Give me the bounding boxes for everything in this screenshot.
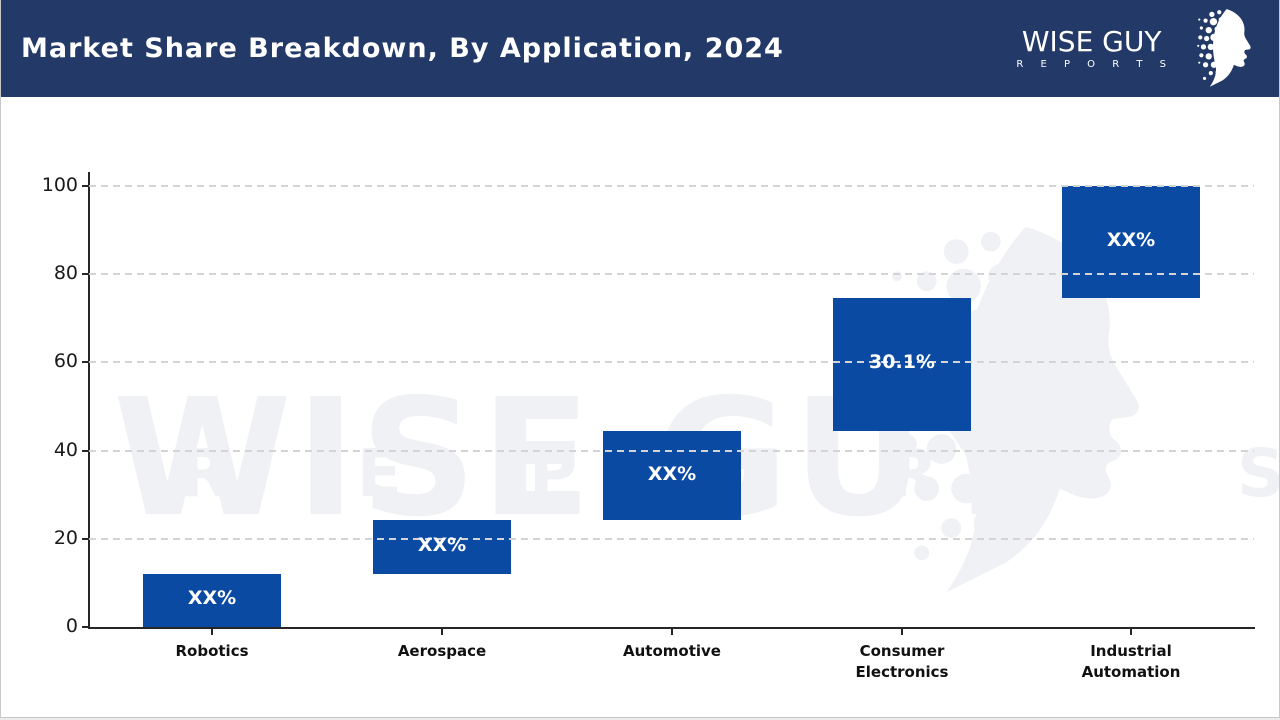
logo-text: WISE GUY R E P O R T S	[1010, 25, 1173, 70]
x-axis-tick	[901, 629, 903, 635]
y-axis-tick-label: 0	[65, 615, 78, 637]
x-category-label: Robotics	[175, 642, 249, 660]
gridline	[89, 273, 1254, 276]
wise-guy-logo: WISE GUY R E P O R T S	[1010, 7, 1279, 91]
gridline	[89, 361, 1254, 364]
y-axis-tick	[82, 185, 88, 187]
bar-value-label: XX%	[1106, 229, 1156, 251]
x-category-label: Industrial Automation	[1081, 642, 1181, 681]
y-axis-tick	[82, 537, 88, 540]
x-category-label: Automotive	[623, 642, 721, 660]
x-axis-tick	[671, 629, 673, 635]
y-axis-line	[88, 172, 90, 629]
bar-value-label: 30.1%	[869, 351, 935, 374]
gridline	[89, 185, 1254, 187]
x-axis-tick	[441, 629, 443, 635]
logo-tagline: R E P O R T S	[1016, 58, 1173, 70]
head-profile-icon	[1197, 8, 1251, 87]
x-category-label: Consumer Electronics	[855, 642, 949, 681]
bar-segment	[603, 430, 741, 521]
waterfall-chart: WISE GUY R E P O R T S 020406080100XX%XX…	[1, 97, 1279, 717]
header-bar: Market Share Breakdown, By Application, …	[1, 0, 1279, 97]
bar-value-label: XX%	[647, 462, 697, 485]
bar-segment	[833, 298, 971, 431]
y-axis-tick-label: 100	[41, 174, 78, 196]
page-title: Market Share Breakdown, By Application, …	[21, 33, 784, 64]
x-axis-tick	[1130, 629, 1132, 635]
y-axis-tick-label: 20	[53, 526, 78, 549]
y-axis-tick-label: 40	[53, 438, 78, 461]
y-axis-tick-label: 60	[53, 350, 78, 373]
gridline	[89, 537, 1254, 540]
logo-name: WISE GUY	[1021, 25, 1162, 59]
gridline	[89, 449, 1254, 452]
y-axis-tick	[82, 626, 88, 628]
y-axis-tick-label: 80	[53, 262, 78, 285]
x-axis-tick	[211, 629, 213, 635]
bar-segment	[1062, 186, 1200, 298]
bar-segment	[373, 520, 511, 574]
bar-segment	[143, 573, 281, 627]
y-axis-tick	[82, 449, 88, 452]
x-category-label: Aerospace	[397, 642, 487, 660]
y-axis-tick	[82, 361, 88, 364]
bar-value-label: XX%	[417, 533, 467, 556]
bar-value-label: XX%	[187, 587, 237, 610]
x-axis-line	[88, 627, 1255, 629]
y-axis-tick	[82, 273, 88, 276]
